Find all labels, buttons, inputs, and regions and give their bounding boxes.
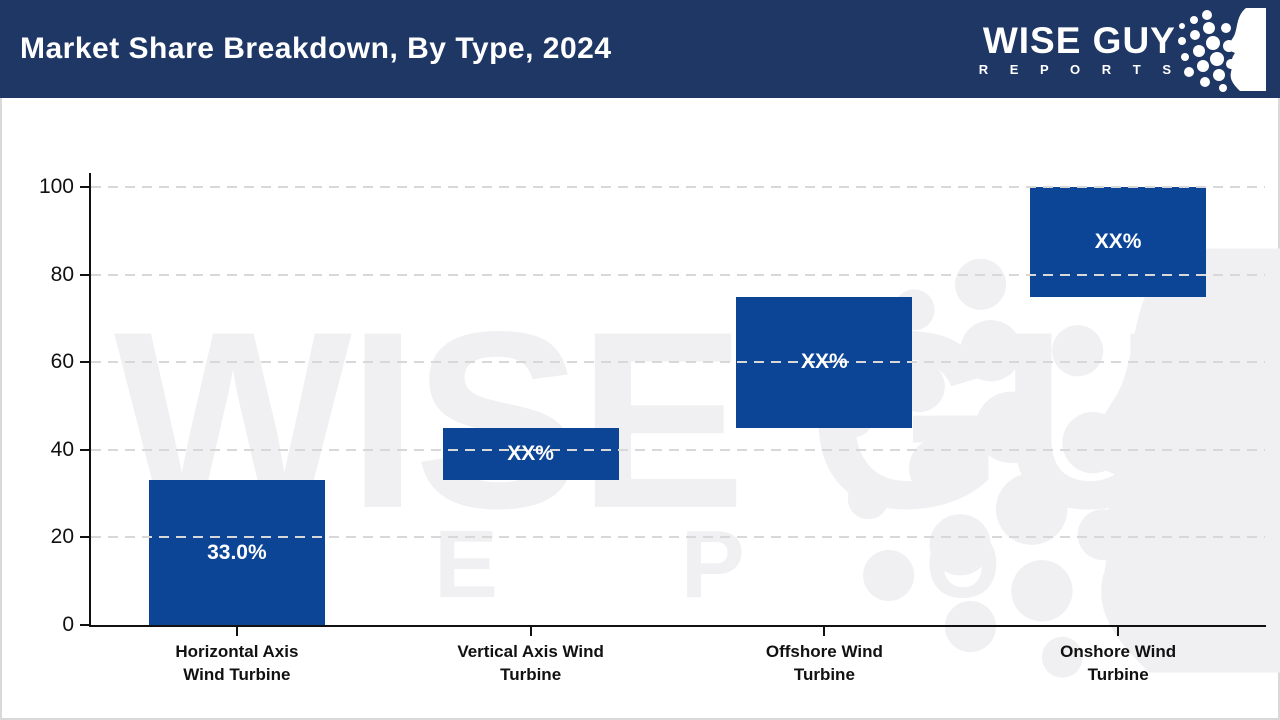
gridline (91, 361, 1265, 364)
y-tick (80, 448, 89, 451)
y-tick (80, 273, 89, 276)
y-tick-label: 80 (50, 262, 74, 286)
logo-text: WISE GUY R E P O R T S (979, 22, 1180, 76)
y-tick-label: 0 (62, 613, 74, 636)
logo-wordmark: WISE GUY (982, 20, 1176, 61)
y-tick-label: 40 (50, 437, 74, 461)
x-tick (529, 627, 532, 636)
page-title: Market Share Breakdown, By Type, 2024 (20, 32, 612, 65)
bar-value-label: XX% (801, 350, 848, 374)
wise-guy-logo: WISE GUY R E P O R T S (979, 6, 1280, 92)
y-tick (80, 536, 89, 539)
logo-head-icon (1178, 8, 1266, 92)
x-category-label: Offshore Wind Turbine (765, 642, 883, 684)
gridline (91, 536, 1265, 539)
header-bar: Market Share Breakdown, By Type, 2024 WI… (0, 0, 1280, 98)
watermark-head-icon (832, 248, 1280, 678)
chart-canvas: WISE GUY R E P O R T S 02040608010033.0%… (0, 98, 1280, 720)
x-tick (235, 627, 238, 636)
bar-value-label: XX% (1094, 229, 1142, 253)
logo-subtitle: R E P O R T S (978, 62, 1180, 77)
bar-segment (442, 427, 619, 481)
x-category-label: Horizontal Axis Wind Turbine (175, 642, 299, 684)
gridline (91, 448, 1265, 451)
bar-value-label: 33.0% (207, 540, 267, 564)
x-tick (1117, 627, 1120, 636)
bar-value-label: XX% (507, 442, 554, 466)
x-axis-line (89, 625, 1266, 627)
y-tick-label: 20 (50, 525, 74, 549)
y-tick (80, 186, 89, 188)
bar-segment (148, 480, 325, 625)
y-axis-line (89, 173, 91, 627)
x-category-label: Vertical Axis Wind Turbine (457, 642, 604, 684)
gridline (91, 186, 1265, 188)
y-tick (80, 624, 89, 626)
y-tick-label: 60 (50, 350, 74, 374)
bar-segment (1030, 187, 1207, 297)
y-tick (80, 361, 89, 364)
y-tick-label: 100 (38, 175, 74, 198)
gridline (91, 273, 1265, 276)
x-tick (823, 627, 826, 636)
x-category-label: Onshore Wind Turbine (1060, 642, 1177, 684)
